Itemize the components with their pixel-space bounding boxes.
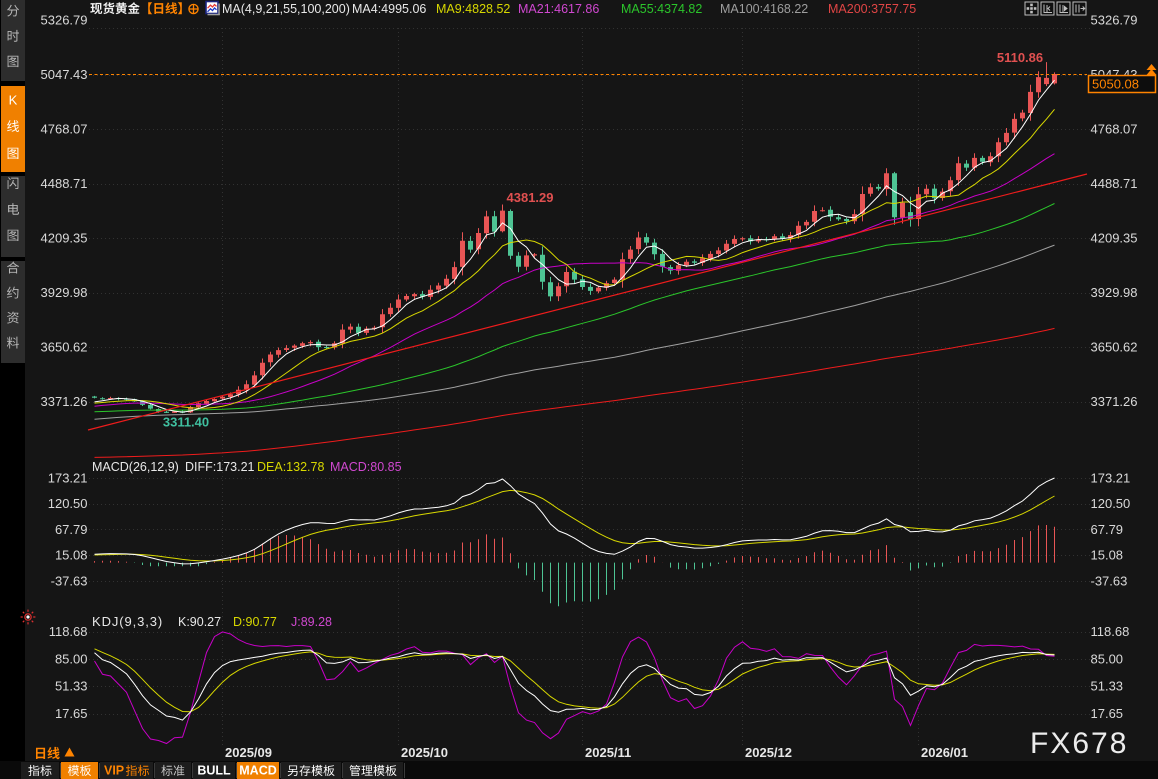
svg-text:4209.35: 4209.35 — [1091, 231, 1138, 246]
svg-text:VIP: VIP — [104, 764, 124, 778]
svg-text:118.68: 118.68 — [1091, 624, 1130, 639]
svg-text:J:89.28: J:89.28 — [291, 615, 332, 629]
svg-text:120.50: 120.50 — [48, 496, 88, 511]
svg-text:DIFF:173.21: DIFF:173.21 — [185, 460, 255, 474]
svg-text:4768.07: 4768.07 — [1091, 122, 1138, 137]
svg-text:15.08: 15.08 — [55, 548, 88, 563]
svg-text:D:90.77: D:90.77 — [233, 615, 277, 629]
svg-text:K:90.27: K:90.27 — [178, 615, 221, 629]
svg-text:5110.86: 5110.86 — [997, 50, 1043, 65]
svg-text:FX678: FX678 — [1030, 727, 1128, 760]
svg-text:MACD:80.85: MACD:80.85 — [330, 460, 402, 474]
svg-text:MACD: MACD — [239, 764, 277, 778]
svg-text:4209.35: 4209.35 — [41, 231, 88, 246]
svg-text:85.00: 85.00 — [1091, 651, 1124, 666]
svg-text:2025/12: 2025/12 — [745, 745, 792, 760]
svg-text:15.08: 15.08 — [1091, 548, 1124, 563]
svg-text:MA200:3757.75: MA200:3757.75 — [828, 2, 916, 16]
svg-text:BULL: BULL — [197, 764, 231, 778]
svg-text:3311.40: 3311.40 — [163, 415, 209, 430]
svg-text:-37.63: -37.63 — [1091, 573, 1128, 588]
svg-text:-37.63: -37.63 — [51, 573, 88, 588]
svg-text:67.79: 67.79 — [1091, 522, 1124, 537]
svg-text:KDJ(9,3,3): KDJ(9,3,3) — [92, 614, 163, 629]
svg-text:3650.62: 3650.62 — [41, 340, 88, 355]
svg-text:4488.71: 4488.71 — [1091, 176, 1138, 191]
svg-text:17.65: 17.65 — [1091, 706, 1124, 721]
svg-text:DEA:132.78: DEA:132.78 — [257, 460, 324, 474]
svg-text:5050.08: 5050.08 — [1092, 77, 1139, 92]
svg-text:4768.07: 4768.07 — [41, 122, 88, 137]
svg-text:2025/11: 2025/11 — [585, 745, 631, 760]
svg-text:MA100:4168.22: MA100:4168.22 — [720, 2, 808, 16]
svg-text:173.21: 173.21 — [48, 471, 88, 486]
svg-text:5326.79: 5326.79 — [1091, 13, 1138, 28]
svg-text:5326.79: 5326.79 — [41, 13, 88, 28]
svg-text:2026/01: 2026/01 — [921, 745, 968, 760]
svg-text:173.21: 173.21 — [1091, 471, 1131, 486]
svg-text:2025/09: 2025/09 — [225, 745, 272, 760]
svg-text:2025/10: 2025/10 — [401, 745, 448, 760]
svg-text:4488.71: 4488.71 — [41, 176, 88, 191]
svg-text:3371.26: 3371.26 — [41, 394, 88, 409]
svg-text:17.65: 17.65 — [55, 706, 88, 721]
svg-text:67.79: 67.79 — [55, 522, 88, 537]
svg-text:3929.98: 3929.98 — [41, 285, 88, 300]
svg-text:85.00: 85.00 — [55, 651, 88, 666]
svg-text:51.33: 51.33 — [55, 679, 88, 694]
svg-text:5047.43: 5047.43 — [41, 67, 88, 82]
svg-text:MA55:4374.82: MA55:4374.82 — [621, 2, 702, 16]
svg-text:120.50: 120.50 — [1091, 496, 1131, 511]
svg-text:K: K — [9, 93, 18, 108]
svg-text:3371.26: 3371.26 — [1091, 394, 1138, 409]
svg-text:MA4:4995.06: MA4:4995.06 — [352, 2, 426, 16]
svg-text:MA21:4617.86: MA21:4617.86 — [518, 2, 599, 16]
svg-text:118.68: 118.68 — [49, 624, 88, 639]
svg-text:3929.98: 3929.98 — [1091, 285, 1138, 300]
svg-text:3650.62: 3650.62 — [1091, 340, 1138, 355]
svg-text:MA9:4828.52: MA9:4828.52 — [436, 2, 510, 16]
svg-text:MACD(26,12,9): MACD(26,12,9) — [92, 460, 179, 474]
svg-text:MA(4,9,21,55,100,200): MA(4,9,21,55,100,200) — [222, 2, 350, 16]
svg-text:4381.29: 4381.29 — [507, 190, 554, 205]
svg-text:51.33: 51.33 — [1091, 679, 1124, 694]
